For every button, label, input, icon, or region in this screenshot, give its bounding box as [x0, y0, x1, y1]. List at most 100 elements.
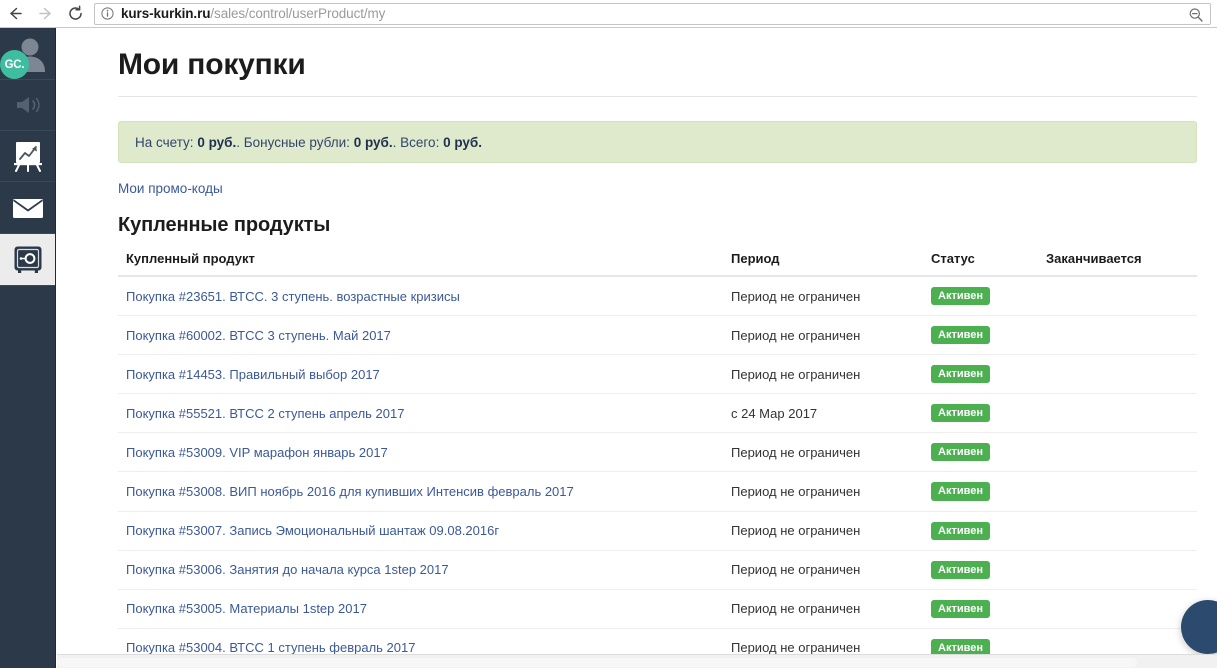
arrow-left-icon: [9, 7, 22, 20]
cell-ends: [1038, 393, 1197, 434]
my-promo-codes-link[interactable]: Мои промо-коды: [118, 181, 223, 196]
cell-ends: [1038, 315, 1197, 356]
product-link[interactable]: Покупка #53008. ВИП ноябрь 2016 для купи…: [126, 484, 574, 500]
table-row: Покупка #53009. VIP марафон январь 2017 П…: [118, 432, 1197, 473]
column-header-period: Период: [723, 247, 923, 277]
safe-vault-icon: [14, 246, 41, 273]
cell-product: Покупка #53008. ВИП ноябрь 2016 для купи…: [118, 471, 723, 512]
cell-ends: [1038, 550, 1197, 590]
reload-button[interactable]: [60, 0, 90, 28]
cell-period: Период не ограничен: [723, 432, 923, 473]
url-bar[interactable]: kurs-kurkin.ru/sales/control/userProduct…: [94, 2, 1211, 25]
product-link[interactable]: Покупка #55521. ВТСС 2 ступень апрель 20…: [126, 405, 405, 421]
cell-ends: [1038, 432, 1197, 473]
cell-ends: [1038, 471, 1197, 512]
table-row: Покупка #53007. Запись Эмоциональный шан…: [118, 511, 1197, 551]
section-title-purchased-products: Купленные продукты: [118, 214, 331, 236]
url-text: kurs-kurkin.ru/sales/control/userProduct…: [121, 6, 385, 21]
status-badge: Активен: [931, 638, 990, 657]
purchased-products-table: Купленный продукт Период Статус Заканчив…: [118, 247, 1197, 668]
cell-status: Активен: [923, 393, 1038, 434]
forward-button[interactable]: [30, 0, 60, 28]
megaphone-icon: [16, 97, 40, 113]
table-row: Покупка #53005. Материалы 1step 2017 Пери…: [118, 589, 1197, 629]
cell-status: Активен: [923, 471, 1038, 512]
url-path: /sales/control/userProduct/my: [210, 6, 386, 21]
reload-icon: [68, 5, 82, 20]
envelope-icon: [12, 198, 43, 218]
cell-status: Активен: [923, 315, 1038, 356]
cell-ends: [1038, 589, 1197, 629]
chat-bubble-widget[interactable]: [1181, 600, 1217, 654]
cell-period: с 24 Мар 2017: [723, 393, 923, 434]
column-header-status: Статус: [923, 247, 1038, 277]
column-header-ends: Заканчивается: [1038, 247, 1197, 277]
cell-status: Активен: [923, 354, 1038, 395]
product-link[interactable]: Покупка #53007. Запись Эмоциональный шан…: [126, 523, 500, 539]
sidebar-item-profile[interactable]: GC.: [0, 28, 55, 80]
balance-bonus-value: 0 руб.: [353, 134, 393, 150]
zoom-out-icon[interactable]: [1188, 7, 1204, 23]
page-title: Мои покупки: [118, 48, 306, 81]
cell-product: Покупка #53009. VIP марафон январь 2017: [118, 432, 723, 473]
table-row: Покупка #53008. ВИП ноябрь 2016 для купи…: [118, 471, 1197, 512]
table-row: Покупка #55521. ВТСС 2 ступень апрель 20…: [118, 393, 1197, 434]
status-badge: Активен: [931, 599, 990, 618]
product-link[interactable]: Покупка #14453. Правильный выбор 2017: [126, 366, 380, 382]
product-link[interactable]: Покупка #53009. VIP марафон январь 2017: [126, 444, 388, 460]
sidebar-item-statistics[interactable]: [0, 131, 55, 182]
cell-period: Период не ограничен: [723, 589, 923, 629]
column-header-product: Купленный продукт: [118, 247, 723, 277]
sidebar-item-messages[interactable]: [0, 182, 55, 234]
avatar-badge: GC.: [0, 50, 29, 79]
table-row: Покупка #60002. ВТСС 3 ступень. Май 2017…: [118, 315, 1197, 356]
url-host: kurs-kurkin.ru: [121, 6, 211, 21]
cell-product: Покупка #14453. Правильный выбор 2017: [118, 354, 723, 395]
status-badge: Активен: [931, 365, 990, 384]
balance-account-value: 0 руб.: [197, 134, 237, 150]
sidebar-item-my-purchases[interactable]: [0, 234, 55, 286]
cell-status: Активен: [923, 550, 1038, 590]
status-badge: Активен: [931, 560, 990, 579]
title-divider: [118, 96, 1197, 97]
cell-product: Покупка #60002. ВТСС 3 ступень. Май 2017: [118, 315, 723, 356]
status-badge: Активен: [931, 443, 990, 462]
sidebar-spacer: [0, 286, 55, 307]
sidebar-item-announcements[interactable]: [0, 80, 55, 131]
balance-bonus-label: Бонусные рубли:: [243, 134, 350, 150]
cell-product: Покупка #53007. Запись Эмоциональный шан…: [118, 511, 723, 551]
cell-period: Период не ограничен: [723, 550, 923, 590]
cell-product: Покупка #53006. Занятия до начала курса …: [118, 550, 723, 590]
cell-period: Период не ограничен: [723, 471, 923, 512]
balance-alert: На счету: 0 руб.. Бонусные рубли: 0 руб.…: [118, 121, 1197, 163]
browser-toolbar: kurs-kurkin.ru/sales/control/userProduct…: [0, 0, 1217, 28]
info-circle-icon[interactable]: [101, 7, 114, 20]
cell-period: Период не ограничен: [723, 315, 923, 356]
main-content: Мои покупки На счету: 0 руб.. Бонусные р…: [57, 28, 1217, 668]
balance-total-label: Всего:: [400, 134, 440, 150]
table-body: Покупка #23651. ВТСС. 3 ступень. возраст…: [118, 276, 1197, 668]
status-badge: Активен: [931, 482, 990, 501]
left-sidebar: GC.: [0, 28, 56, 668]
cell-ends: [1038, 354, 1197, 395]
table-row: Покупка #14453. Правильный выбор 2017 Пер…: [118, 354, 1197, 395]
cell-product: Покупка #53005. Материалы 1step 2017: [118, 589, 723, 629]
chart-easel-icon: [13, 142, 42, 172]
product-link[interactable]: Покупка #23651. ВТСС. 3 ступень. возраст…: [126, 288, 460, 304]
product-link[interactable]: Покупка #53006. Занятия до начала курса …: [126, 562, 449, 578]
table-row: Покупка #53006. Занятия до начала курса …: [118, 550, 1197, 590]
cell-ends: [1038, 511, 1197, 551]
cell-period: Период не ограничен: [723, 276, 923, 317]
cell-product: Покупка #55521. ВТСС 2 ступень апрель 20…: [118, 393, 723, 434]
back-button[interactable]: [0, 0, 30, 28]
horizontal-scrollbar-thumb[interactable]: [57, 658, 1137, 667]
product-link[interactable]: Покупка #60002. ВТСС 3 ступень. Май 2017: [126, 327, 391, 343]
status-badge: Активен: [931, 521, 990, 540]
product-link[interactable]: Покупка #53005. Материалы 1step 2017: [126, 601, 367, 617]
horizontal-scrollbar[interactable]: [57, 654, 1217, 668]
balance-sep-2: .: [392, 134, 397, 150]
status-badge: Активен: [931, 404, 990, 423]
cell-status: Активен: [923, 589, 1038, 629]
table-header-row: Купленный продукт Период Статус Заканчив…: [118, 247, 1197, 277]
cell-status: Активен: [923, 511, 1038, 551]
